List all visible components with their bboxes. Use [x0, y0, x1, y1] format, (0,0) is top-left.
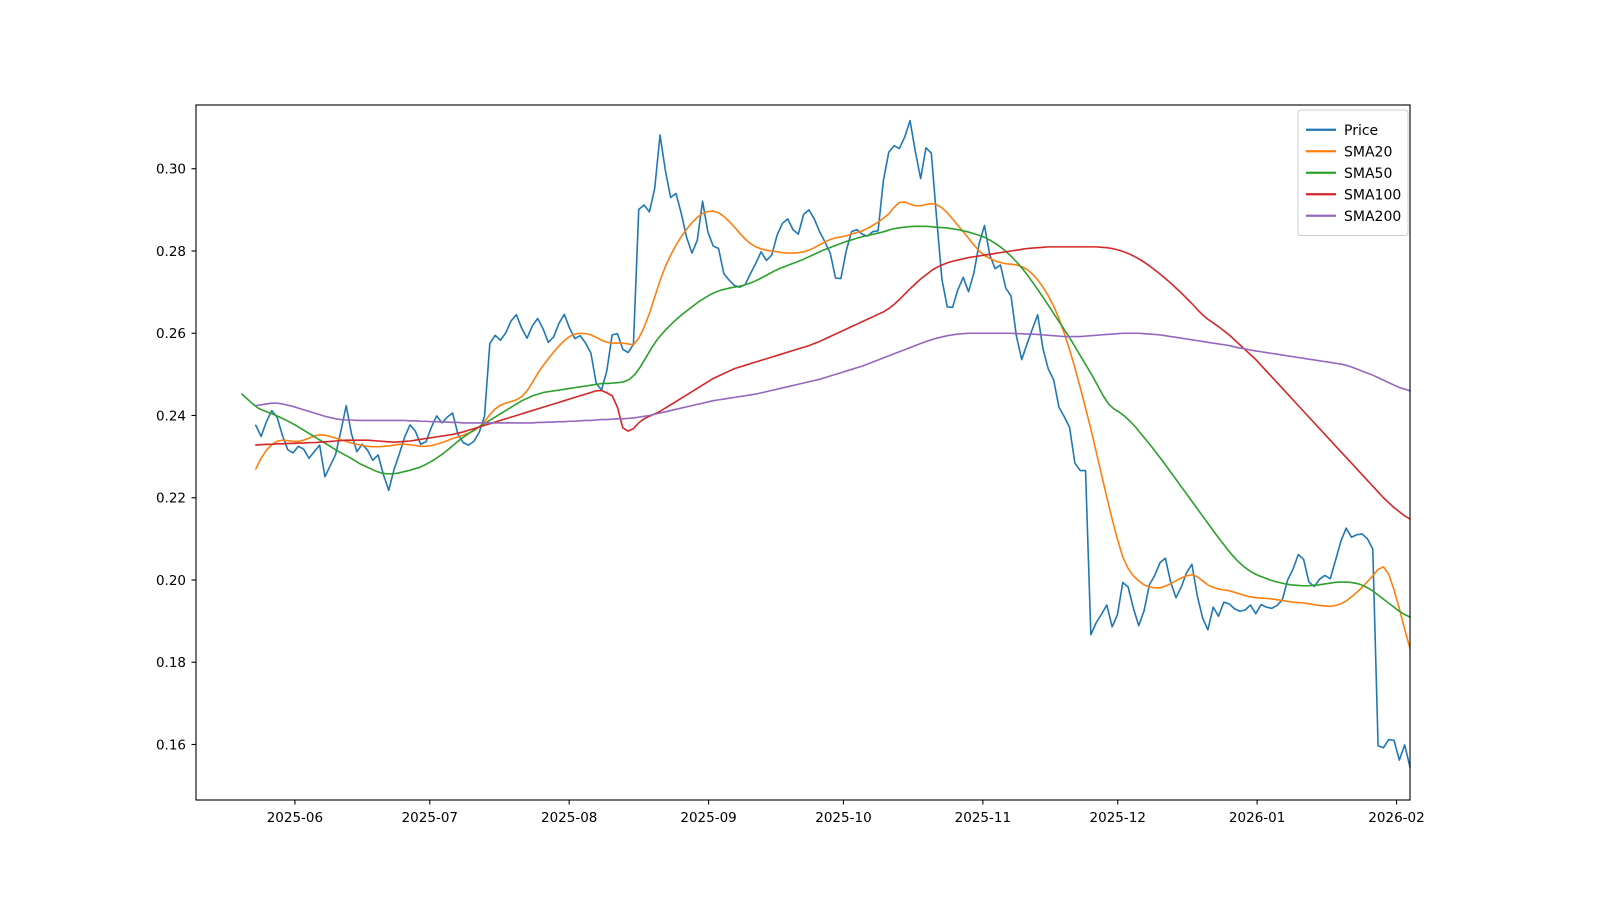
y-tick-label: 0.26	[156, 326, 186, 342]
y-tick-label: 0.16	[156, 737, 186, 753]
x-tick-label: 2026-02	[1368, 810, 1424, 826]
y-tick-label: 0.28	[156, 244, 186, 260]
x-tick-label: 2025-07	[402, 810, 458, 826]
series-line-price	[254, 119, 1411, 768]
y-tick-label: 0.18	[156, 655, 186, 671]
series-lines	[241, 119, 1411, 768]
axes-spines	[195, 104, 1411, 801]
y-tick-label: 0.22	[156, 491, 186, 507]
x-tick-label: 2025-12	[1090, 810, 1146, 826]
x-tick-label: 2025-09	[680, 810, 736, 826]
x-tick-label: 2025-10	[815, 810, 871, 826]
legend-label-sma200: SMA200	[1344, 209, 1401, 225]
legend-label-price: Price	[1344, 123, 1378, 139]
x-tick-label: 2025-06	[267, 810, 323, 826]
x-tick-label: 2025-08	[541, 810, 597, 826]
x-tick-label: 2025-11	[955, 810, 1011, 826]
axes-frame	[195, 104, 1411, 801]
legend-frame	[1297, 109, 1409, 236]
legend-label-sma50: SMA50	[1344, 166, 1392, 182]
chart-legend[interactable]: Price SMA20 SMA50 SMA100 SMA200	[1297, 109, 1409, 236]
axes-background	[196, 105, 1410, 800]
x-axis-ticks: 2025-06 2025-07 2025-08 2025-09 2025-10 2025-…	[267, 800, 1425, 826]
y-tick-label: 0.20	[156, 573, 186, 589]
legend-label-sma100: SMA100	[1344, 187, 1401, 203]
y-axis-ticks: 0.16 0.18 0.20 0.22 0.24 0.26 0.28 0.30	[156, 162, 196, 753]
legend-label-sma20: SMA20	[1344, 144, 1392, 160]
series-line-sma20	[254, 201, 1411, 650]
series-line-sma100	[254, 246, 1411, 520]
series-line-sma50	[241, 225, 1411, 618]
y-tick-label: 0.24	[156, 408, 186, 424]
series-line-sma200	[254, 332, 1411, 424]
y-tick-label: 0.30	[156, 162, 186, 178]
x-tick-label: 2026-01	[1229, 810, 1285, 826]
